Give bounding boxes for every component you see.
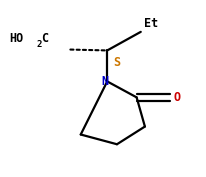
Text: O: O <box>173 91 180 104</box>
Text: HO: HO <box>9 32 23 45</box>
Text: C: C <box>41 32 48 45</box>
Text: 2: 2 <box>37 40 42 49</box>
Text: Et: Et <box>143 17 157 30</box>
Text: S: S <box>112 56 119 69</box>
Text: N: N <box>101 75 108 88</box>
